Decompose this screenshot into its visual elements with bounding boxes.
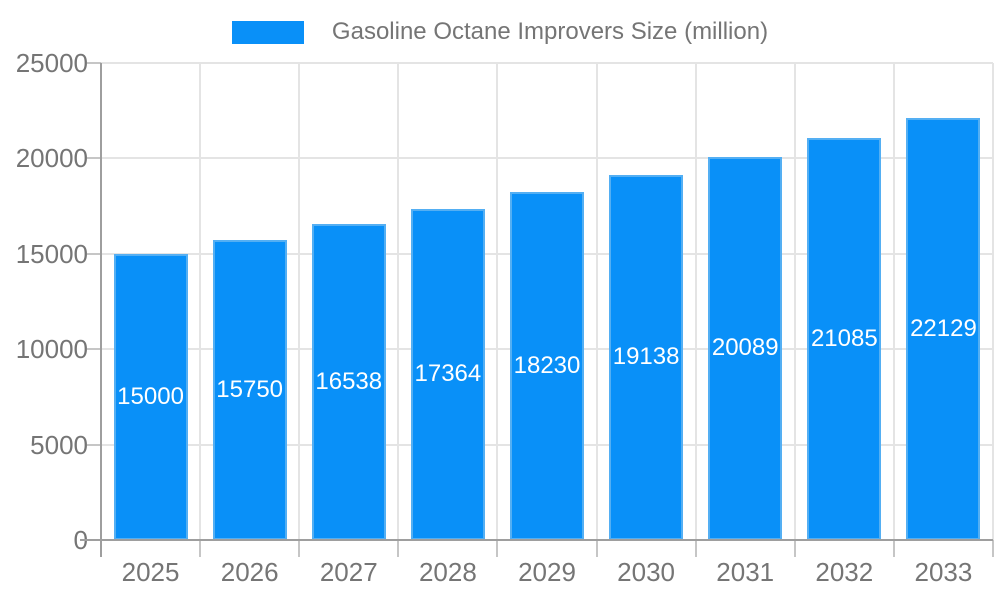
v-gridline — [694, 63, 697, 540]
x-tick-label: 2031 — [716, 557, 775, 587]
bar-value-label: 15750 — [216, 375, 284, 403]
bar-2026: 15750 — [212, 239, 287, 540]
legend-swatch — [231, 20, 304, 44]
x-tick — [793, 540, 796, 557]
bar-2025: 15000 — [113, 253, 188, 540]
bar-2032: 21085 — [807, 137, 882, 540]
legend-label: Gasoline Octane Improvers Size (million) — [331, 18, 769, 45]
bar-value-label: 21085 — [810, 324, 878, 352]
bar-value-label: 22129 — [910, 314, 977, 342]
bar-2033: 22129 — [906, 117, 981, 540]
y-tick — [87, 157, 101, 160]
v-gridline — [892, 63, 895, 540]
y-axis-line — [100, 63, 102, 557]
x-tick-label: 2025 — [121, 557, 180, 587]
y-tick — [87, 62, 101, 64]
bar-2028: 17364 — [410, 208, 485, 540]
legend: Gasoline Octane Improvers Size (million) — [0, 16, 1000, 48]
v-gridline — [793, 63, 796, 540]
x-tick — [496, 540, 499, 557]
bar-2031: 20089 — [708, 156, 783, 540]
x-tick-label: 2026 — [220, 557, 279, 587]
v-gridline — [595, 63, 598, 540]
y-tick-label: 10000 — [15, 334, 88, 365]
y-tick — [87, 252, 101, 255]
v-gridline — [199, 63, 202, 540]
v-gridline — [992, 63, 994, 540]
bar-value-label: 17364 — [414, 360, 482, 388]
x-tick — [199, 540, 202, 557]
v-gridline — [397, 63, 400, 540]
y-tick-label: 15000 — [15, 238, 88, 269]
bar-value-label: 18230 — [513, 352, 581, 380]
x-tick-label: 2027 — [319, 557, 378, 587]
x-tick-label: 2028 — [418, 557, 477, 587]
x-tick-label: 2032 — [815, 557, 874, 587]
x-tick — [992, 540, 994, 557]
bar-2030: 19138 — [609, 174, 684, 540]
y-tick-label: 5000 — [30, 429, 88, 460]
bar-value-label: 16538 — [315, 368, 383, 396]
x-tick — [595, 540, 598, 557]
x-tick-label: 2030 — [617, 557, 676, 587]
h-gridline — [101, 62, 993, 64]
y-tick — [87, 348, 101, 351]
h-gridline — [101, 157, 993, 160]
bar-value-label: 20089 — [711, 334, 779, 362]
bar-value-label: 15000 — [117, 382, 184, 410]
bar-2027: 16538 — [311, 224, 386, 540]
v-gridline — [496, 63, 499, 540]
x-tick — [694, 540, 697, 557]
y-tick-label: 0 — [8, 527, 88, 553]
x-tick — [298, 540, 301, 557]
x-tick-label: 2033 — [914, 557, 973, 587]
x-tick — [397, 540, 400, 557]
y-tick-label: 20000 — [15, 143, 88, 174]
x-tick — [892, 540, 895, 557]
v-gridline — [298, 63, 301, 540]
y-tick — [87, 443, 101, 446]
x-tick-label: 2029 — [518, 557, 576, 587]
bar-2029: 18230 — [510, 192, 584, 540]
plot-area: 15000 15750 16538 17364 18230 19138 20089 21085… — [101, 62, 994, 540]
bar-value-label: 19138 — [612, 343, 680, 371]
y-tick-label: 25000 — [15, 48, 88, 78]
x-axis-line — [80, 539, 993, 541]
